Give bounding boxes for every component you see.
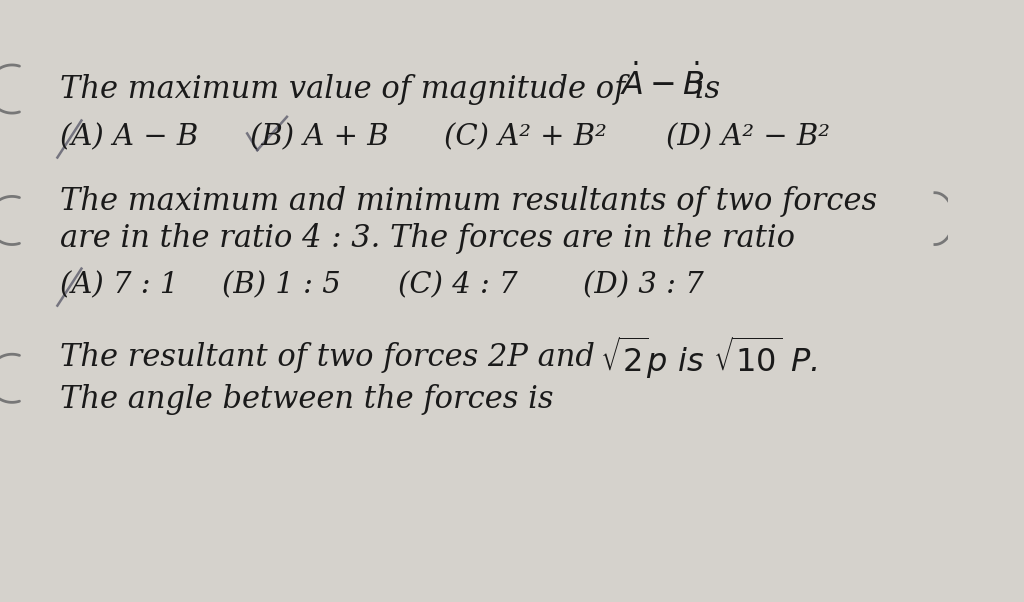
- Text: The maximum and minimum resultants of two forces: The maximum and minimum resultants of tw…: [60, 187, 878, 217]
- Text: (B) A + B: (B) A + B: [250, 123, 388, 151]
- Text: The resultant of two forces 2P and: The resultant of two forces 2P and: [60, 342, 614, 373]
- Text: (A) A − B: (A) A − B: [60, 123, 199, 151]
- Text: (C) 4 : 7: (C) 4 : 7: [398, 272, 518, 299]
- Text: (A) 7 : 1: (A) 7 : 1: [60, 272, 178, 299]
- Text: The maximum value of magnitude of: The maximum value of magnitude of: [60, 73, 645, 105]
- Text: (D) 3 : 7: (D) 3 : 7: [583, 272, 703, 299]
- Text: are in the ratio 4 : 3. The forces are in the ratio: are in the ratio 4 : 3. The forces are i…: [60, 223, 796, 255]
- Text: is: is: [685, 73, 720, 105]
- Text: (B) 1 : 5: (B) 1 : 5: [222, 272, 341, 299]
- Text: (D) A² − B²: (D) A² − B²: [667, 123, 830, 151]
- Text: $\dot{A} - \dot{B}$: $\dot{A} - \dot{B}$: [621, 64, 706, 102]
- Text: $\sqrt{2}$p is $\sqrt{10}$ P.: $\sqrt{2}$p is $\sqrt{10}$ P.: [600, 334, 817, 381]
- Text: The angle between the forces is: The angle between the forces is: [60, 383, 554, 415]
- Text: (C) A² + B²: (C) A² + B²: [444, 123, 607, 151]
